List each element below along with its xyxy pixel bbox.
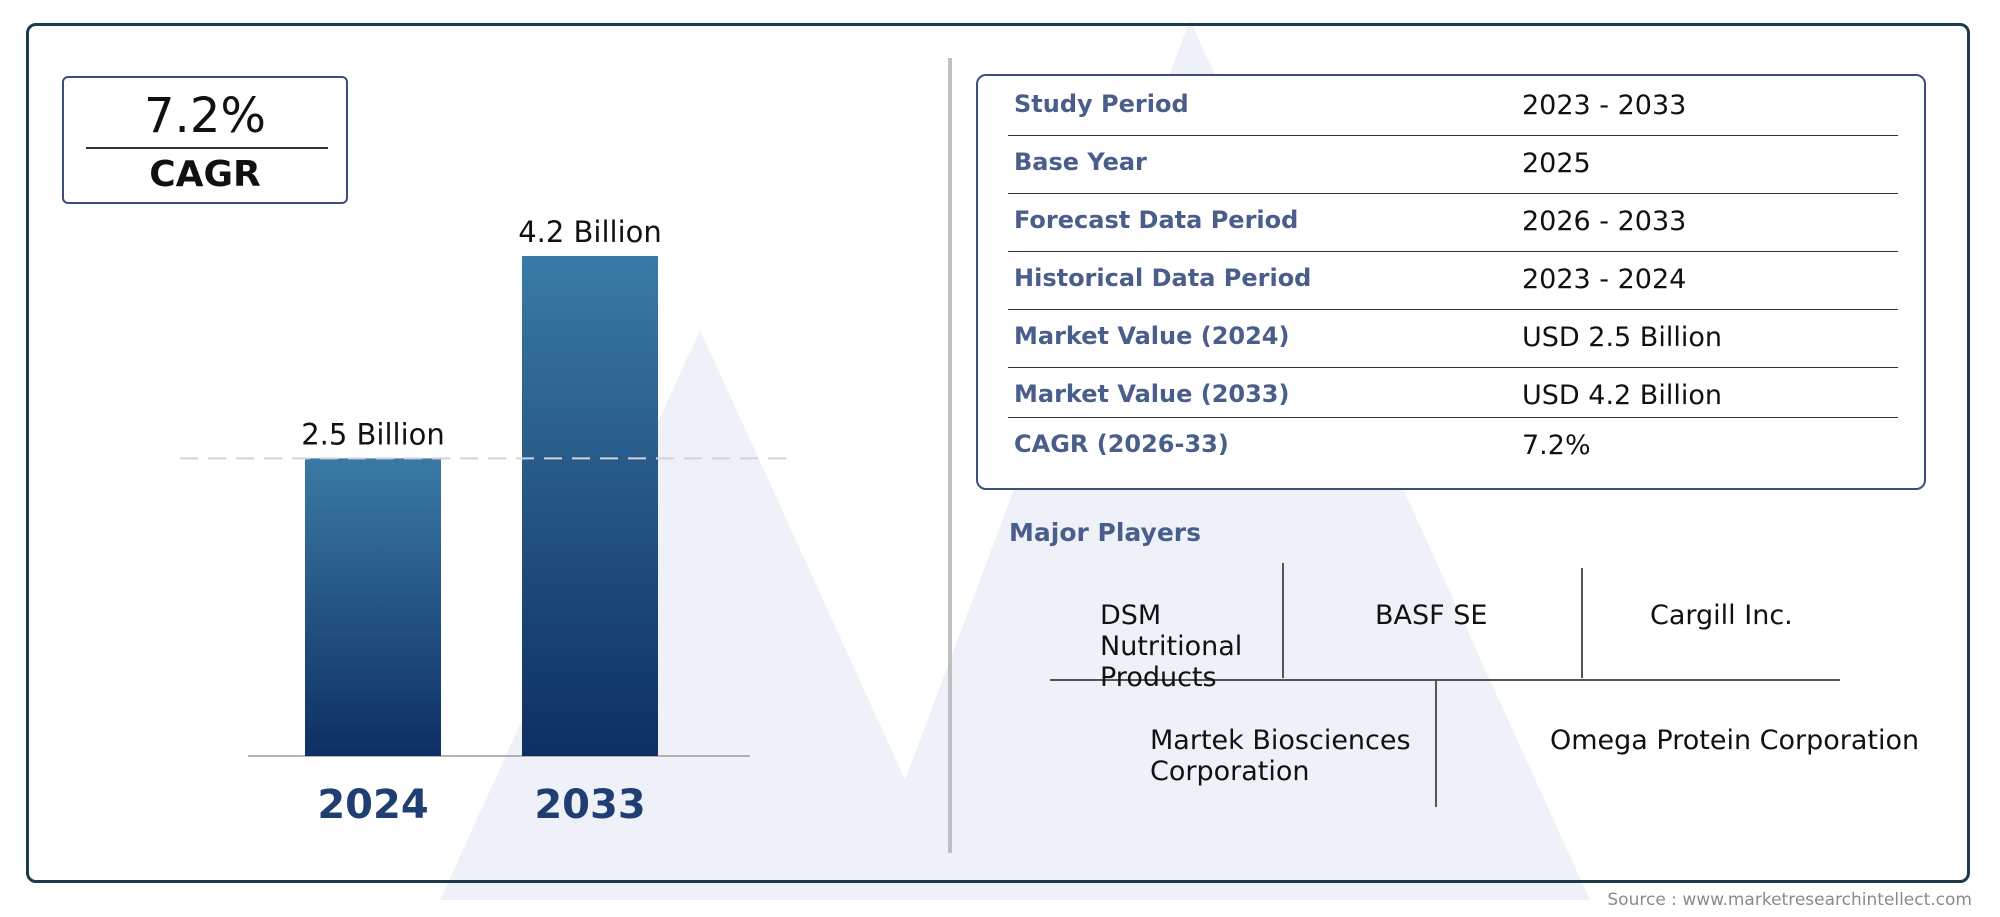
info-label: Forecast Data Period bbox=[1014, 206, 1299, 234]
players-divider-h bbox=[1050, 679, 1840, 681]
info-value: 2026 - 2033 bbox=[1522, 206, 1687, 237]
player-omega-protein: Omega Protein Corporation bbox=[1550, 725, 1920, 756]
card-frame bbox=[26, 23, 1970, 883]
bar-chart: 2.5 Billion 2024 4.2 Billion 2033 bbox=[180, 215, 790, 828]
bar-2033 bbox=[522, 256, 658, 756]
market-info-table: Study Period 2023 - 2033 Base Year 2025 Fore… bbox=[976, 74, 1926, 490]
player-cargill-inc: Cargill Inc. bbox=[1650, 600, 1793, 631]
info-row: Market Value (2033) USD 4.2 Billion bbox=[1008, 368, 1898, 418]
player-dsm-nutritional-products: DSM Nutritional Products bbox=[1100, 600, 1243, 693]
row-divider bbox=[1008, 308, 1898, 310]
category-label-2033: 2033 bbox=[534, 782, 645, 828]
row-divider bbox=[1008, 366, 1898, 368]
info-value: USD 2.5 Billion bbox=[1522, 322, 1722, 353]
info-row: CAGR (2026-33) 7.2% bbox=[1008, 418, 1898, 478]
bar-2024 bbox=[305, 458, 441, 756]
section-divider bbox=[948, 58, 952, 853]
info-row: Base Year 2025 bbox=[1008, 136, 1898, 194]
info-value: 2025 bbox=[1522, 148, 1591, 179]
data-label-2033: 4.2 Billion bbox=[518, 215, 662, 249]
info-value: 2023 - 2033 bbox=[1522, 90, 1687, 121]
info-row: Historical Data Period 2023 - 2024 bbox=[1008, 252, 1898, 310]
info-value: USD 4.2 Billion bbox=[1522, 380, 1722, 411]
row-divider bbox=[1008, 134, 1898, 136]
major-players-title: Major Players bbox=[1009, 518, 1201, 547]
players-divider-v3 bbox=[1435, 680, 1437, 807]
info-row: Market Value (2024) USD 2.5 Billion bbox=[1008, 310, 1898, 368]
info-row: Forecast Data Period 2026 - 2033 bbox=[1008, 194, 1898, 252]
players-divider-v1 bbox=[1282, 563, 1284, 678]
cagr-badge: 7.2% CAGR bbox=[62, 76, 348, 204]
row-divider bbox=[1008, 192, 1898, 194]
cagr-divider bbox=[86, 147, 328, 149]
info-label: Base Year bbox=[1014, 148, 1147, 176]
info-value: 7.2% bbox=[1522, 430, 1591, 461]
info-label: Market Value (2033) bbox=[1014, 380, 1290, 408]
cagr-value: 7.2% bbox=[144, 88, 266, 144]
info-label: Study Period bbox=[1014, 90, 1189, 118]
source-caption: Source : www.marketresearchintellect.com bbox=[1607, 890, 1972, 910]
category-label-2024: 2024 bbox=[317, 782, 428, 828]
cagr-label: CAGR bbox=[149, 154, 261, 195]
players-divider-v2 bbox=[1581, 568, 1583, 678]
row-divider bbox=[1008, 250, 1898, 252]
row-divider bbox=[1008, 416, 1898, 418]
data-label-2024: 2.5 Billion bbox=[301, 417, 445, 451]
info-label: CAGR (2026-33) bbox=[1014, 430, 1229, 458]
info-label: Historical Data Period bbox=[1014, 264, 1312, 292]
player-martek-biosciences: Martek Biosciences Corporation bbox=[1150, 725, 1411, 787]
player-basf-se: BASF SE bbox=[1375, 600, 1488, 631]
info-label: Market Value (2024) bbox=[1014, 322, 1290, 350]
info-row: Study Period 2023 - 2033 bbox=[1008, 78, 1898, 136]
info-value: 2023 - 2024 bbox=[1522, 264, 1687, 295]
